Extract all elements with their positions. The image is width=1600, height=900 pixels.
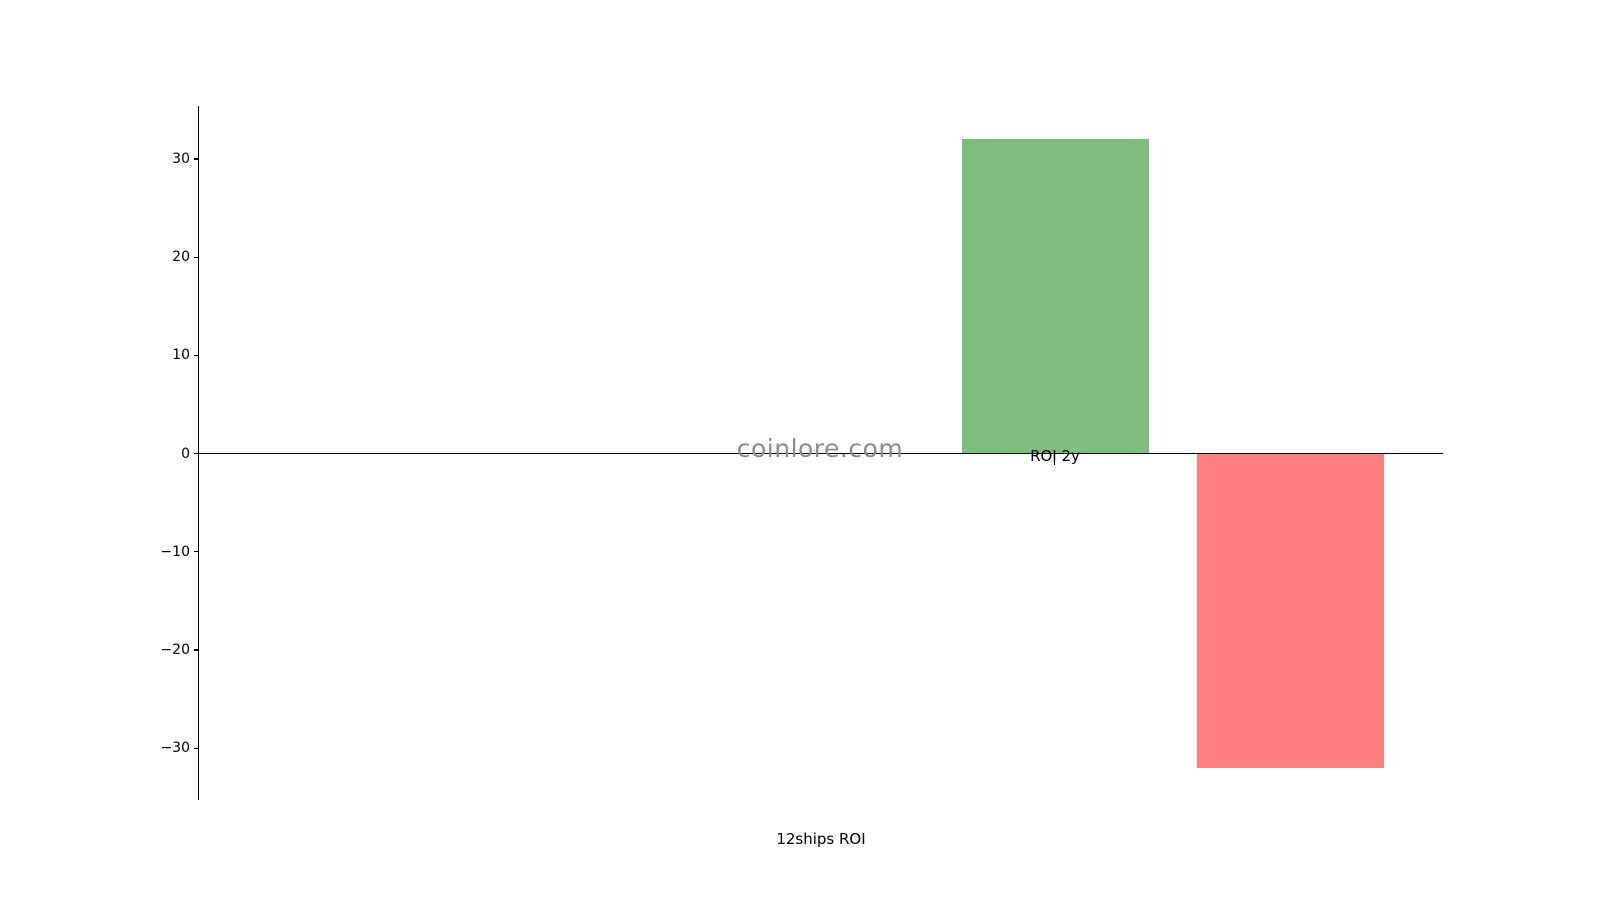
coinlore-watermark: coinlore.com xyxy=(736,434,904,463)
y-tick-label: 30 xyxy=(172,150,190,167)
y-tick-mark xyxy=(194,354,199,356)
y-tick-mark xyxy=(194,453,199,455)
y-tick-label: 20 xyxy=(172,249,190,266)
y-tick-mark xyxy=(194,551,199,553)
y-tick-label: 10 xyxy=(172,347,190,364)
x-axis-title: 12ships ROI xyxy=(776,830,866,848)
x-tick-mark-roi-2y xyxy=(1054,453,1056,465)
x-axis-zero-line xyxy=(199,453,1443,455)
y-tick-label: −30 xyxy=(160,740,190,757)
y-tick-mark xyxy=(194,158,199,160)
bar-negative xyxy=(1196,453,1384,768)
bar-positive-roi-2y xyxy=(961,139,1149,454)
y-tick-label: −20 xyxy=(160,641,190,658)
y-tick-mark xyxy=(194,747,199,749)
y-tick-label: −10 xyxy=(160,543,190,560)
y-tick-mark xyxy=(194,649,199,651)
y-tick-mark xyxy=(194,256,199,258)
y-tick-label: 0 xyxy=(181,445,190,462)
